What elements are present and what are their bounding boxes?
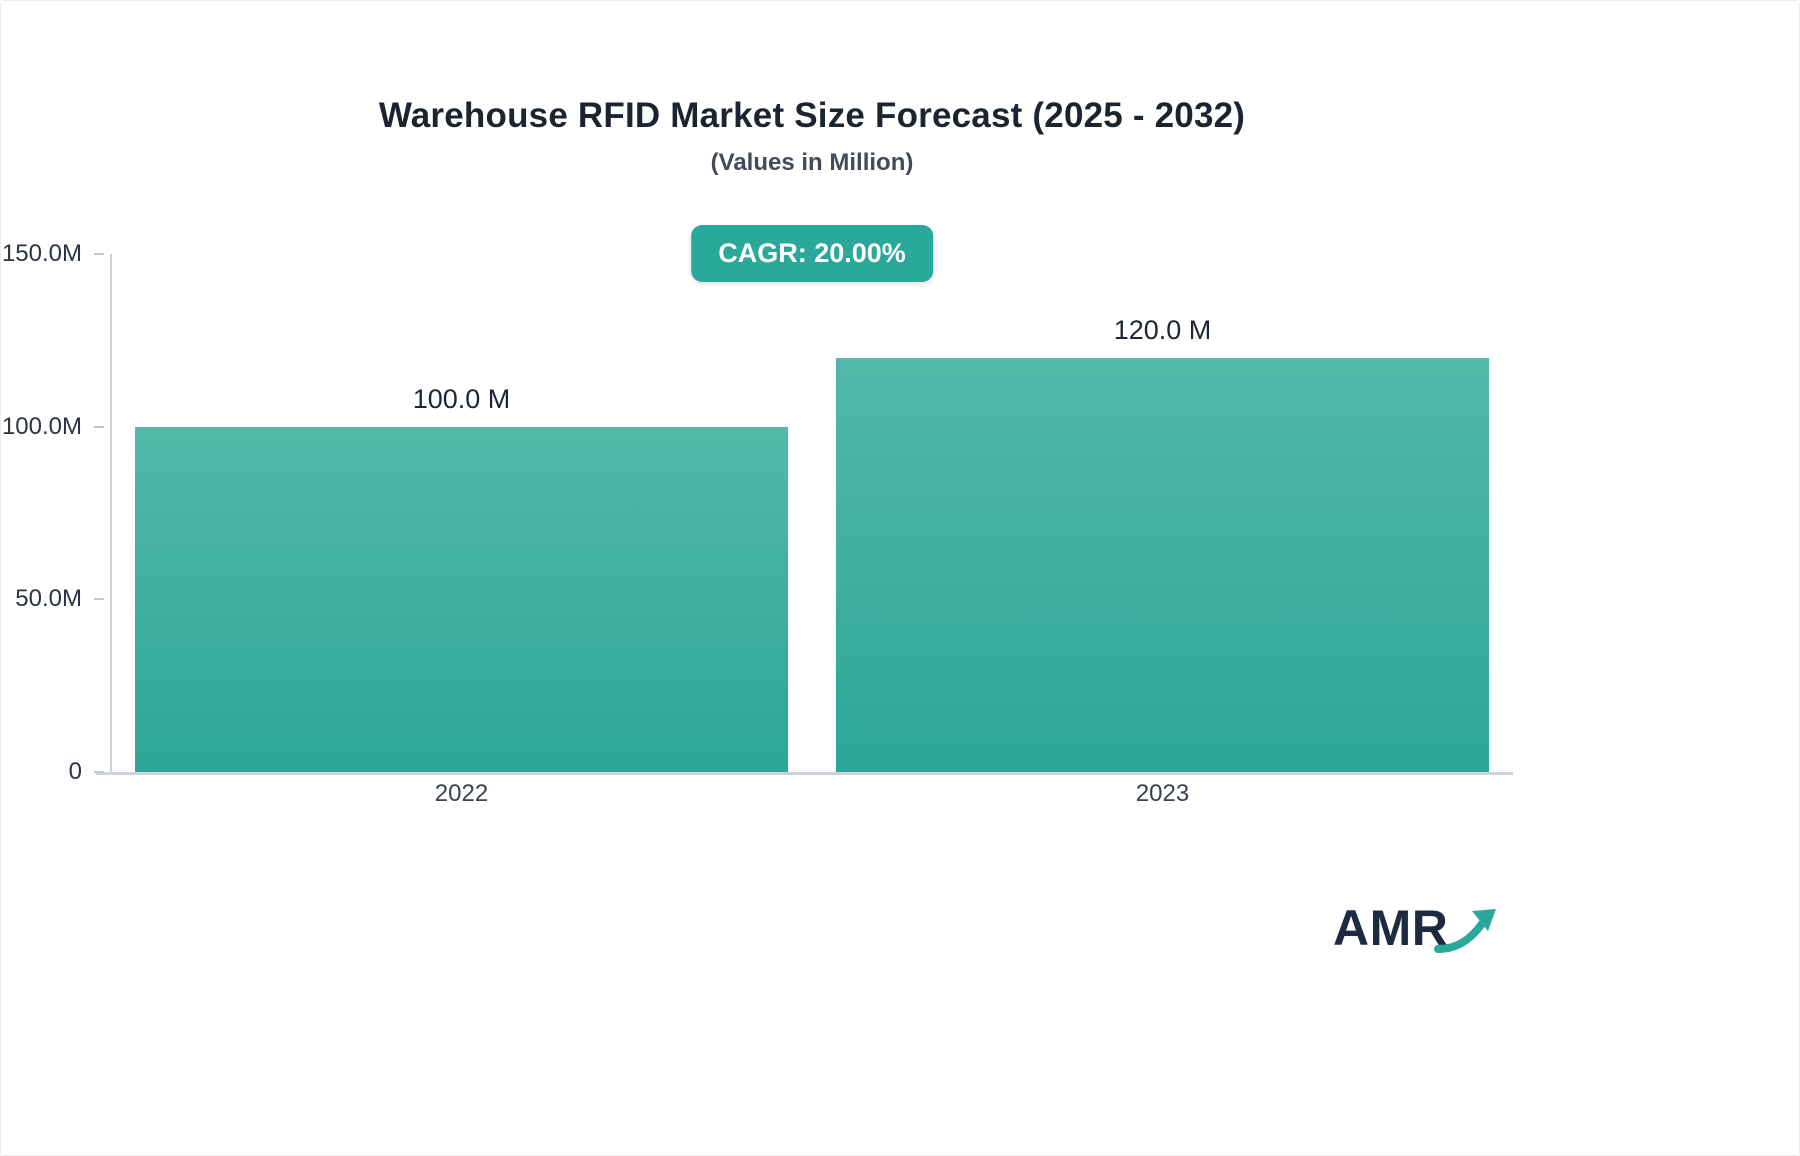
y-axis-tick-label: 150.0M	[1, 240, 82, 267]
cagr-badge: CAGR: 20.00%	[691, 225, 933, 282]
trending-up-arrow-icon	[1434, 909, 1497, 953]
y-axis-tick-mark	[94, 598, 104, 601]
y-axis-tick-label: 50.0M	[15, 585, 82, 613]
x-axis-tick-label: 2023	[1135, 780, 1190, 807]
y-axis-tick-mark	[94, 771, 104, 773]
bar-value-label: 100.0 M	[412, 383, 511, 414]
y-axis-tick-mark	[94, 253, 104, 255]
bar-2023	[835, 357, 1490, 772]
x-axis-line	[96, 772, 1513, 775]
y-axis-tick-label: 100.0M	[1, 412, 82, 440]
bar-2022	[134, 426, 789, 772]
plot-area: 100.0 M 2022 120.0 M 2023	[94, 253, 1513, 807]
y-axis-labels: 0 50.0M 100.0M 150.0M	[1, 240, 96, 785]
amr-logo: AMR	[1333, 899, 1500, 957]
y-axis-tick-label: 0	[68, 758, 82, 785]
x-axis-tick-label: 2022	[434, 780, 489, 807]
chart-subtitle: (Values in Million)	[710, 149, 914, 176]
amr-logo-text: AMR	[1333, 900, 1449, 956]
y-axis-tick-mark	[94, 425, 104, 428]
y-axis-line	[110, 254, 112, 774]
chart-title: Warehouse RFID Market Size Forecast (202…	[378, 96, 1246, 135]
bar-value-label: 120.0 M	[1113, 314, 1212, 345]
